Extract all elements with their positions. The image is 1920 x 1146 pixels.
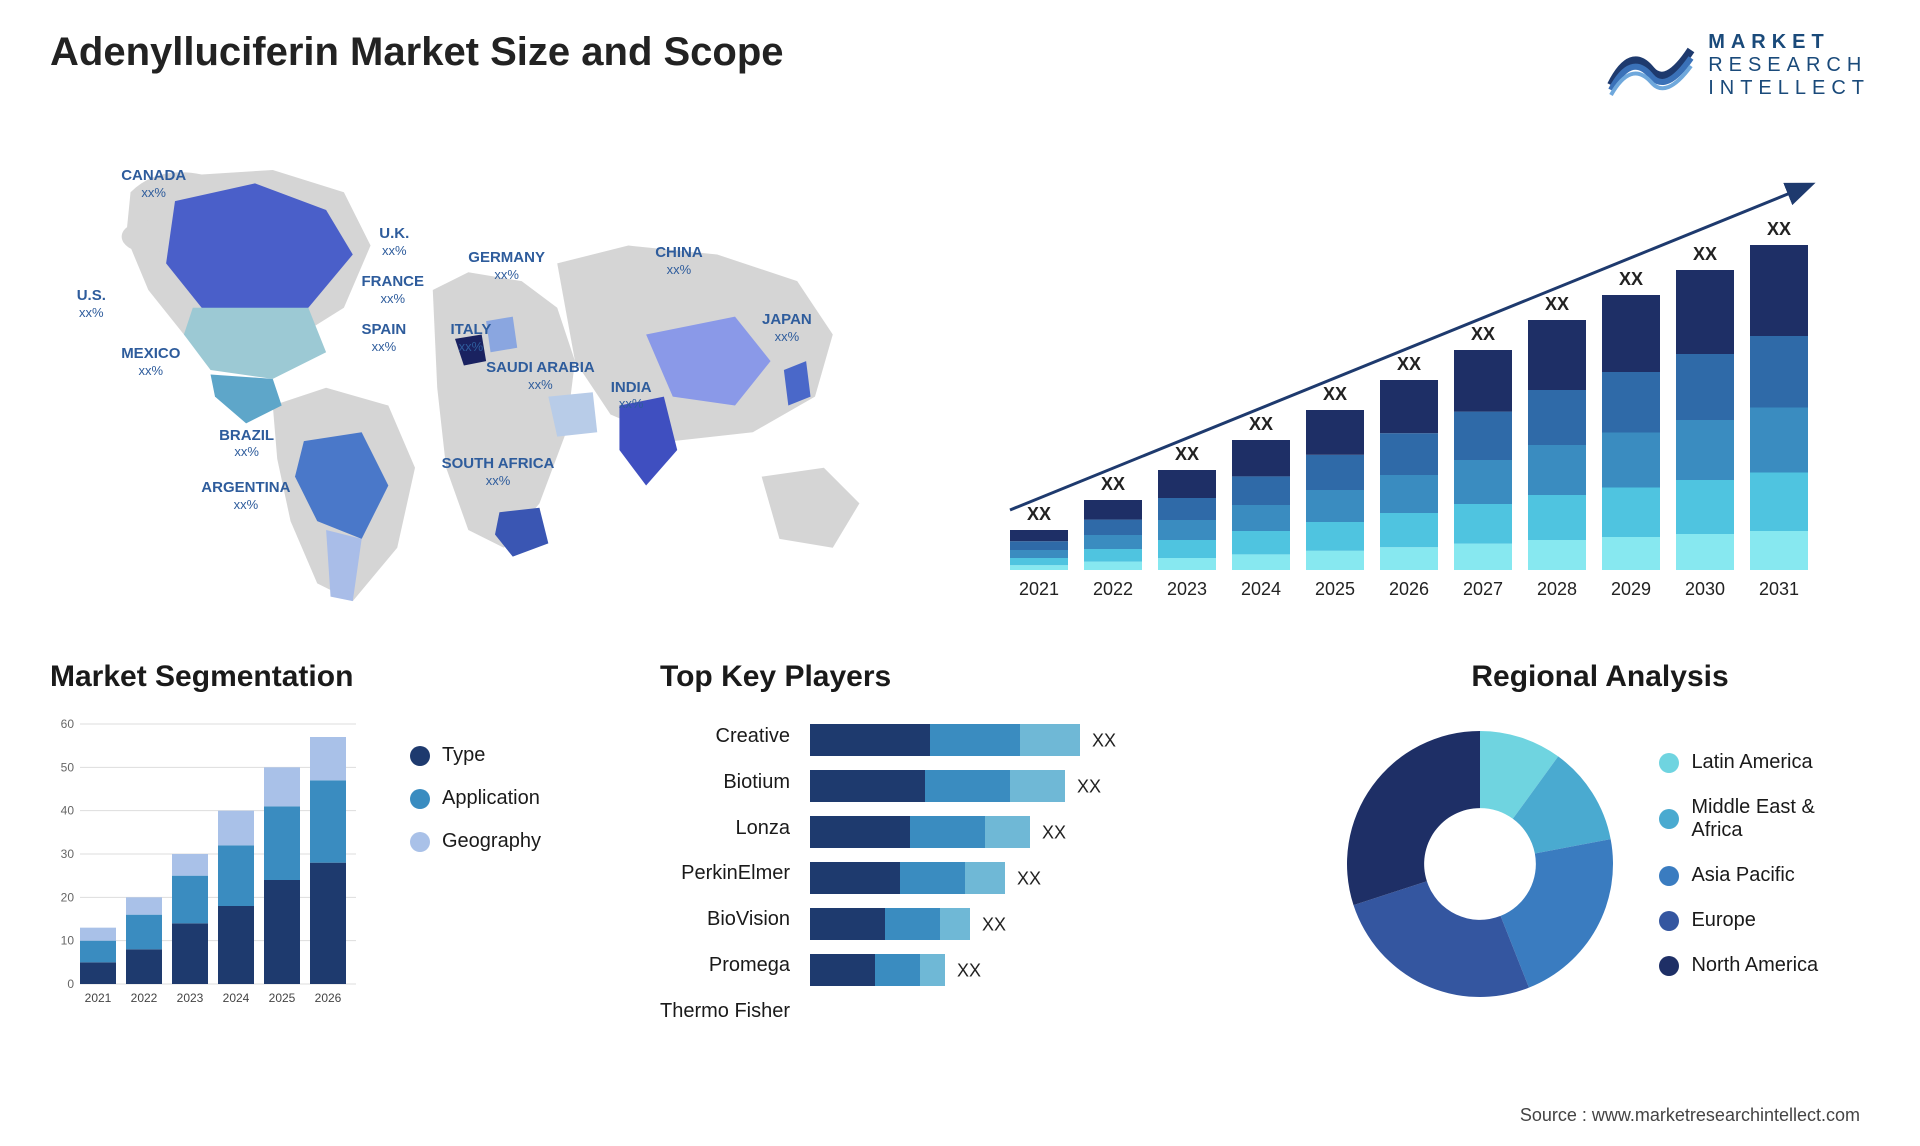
- svg-text:30: 30: [61, 847, 75, 861]
- segmentation-title: Market Segmentation: [50, 660, 610, 694]
- svg-text:XX: XX: [1042, 822, 1066, 842]
- svg-text:2026: 2026: [315, 991, 342, 1005]
- map-label-china: CHINAxx%: [655, 245, 703, 278]
- regional-panel: Regional Analysis Latin America Middle Ea…: [1330, 660, 1870, 1034]
- logo-icon: [1606, 30, 1696, 100]
- main-bar-chart: XX 2021 XX 2022 XX 2023 XX 2024 XX 2025 XX 2026 XX 20…: [980, 130, 1870, 610]
- reg-legend-asia-pacific: Asia Pacific: [1659, 864, 1870, 887]
- svg-text:2025: 2025: [269, 991, 296, 1005]
- svg-text:XX: XX: [1101, 474, 1125, 494]
- player-promega: Promega: [660, 954, 790, 977]
- svg-text:XX: XX: [1693, 244, 1717, 264]
- page-title: Adenylluciferin Market Size and Scope: [50, 30, 784, 75]
- svg-text:2028: 2028: [1537, 579, 1577, 599]
- map-label-spain: SPAINxx%: [362, 322, 407, 355]
- seg-legend-type: Type: [410, 744, 541, 767]
- map-label-mexico: MEXICOxx%: [121, 346, 180, 379]
- svg-text:XX: XX: [1175, 444, 1199, 464]
- svg-text:2024: 2024: [1241, 579, 1281, 599]
- player-perkinelmer: PerkinElmer: [660, 862, 790, 885]
- seg-legend-application: Application: [410, 787, 541, 810]
- svg-text:2026: 2026: [1389, 579, 1429, 599]
- svg-text:XX: XX: [1397, 354, 1421, 374]
- map-label-india: INDIAxx%: [611, 380, 652, 413]
- segmentation-legend: Type Application Geography: [410, 744, 541, 1014]
- svg-text:XX: XX: [982, 914, 1006, 934]
- svg-text:2031: 2031: [1759, 579, 1799, 599]
- players-chart: XX XX XX XX XX XX: [810, 714, 1230, 1034]
- svg-text:2022: 2022: [131, 991, 158, 1005]
- svg-text:2021: 2021: [1019, 579, 1059, 599]
- svg-text:XX: XX: [1092, 730, 1116, 750]
- player-biovision: BioVision: [660, 908, 790, 931]
- svg-text:XX: XX: [957, 960, 981, 980]
- svg-text:2022: 2022: [1093, 579, 1133, 599]
- svg-text:20: 20: [61, 890, 75, 904]
- reg-legend-latin-america: Latin America: [1659, 751, 1870, 774]
- players-names: Creative Biotium Lonza PerkinElmer BioVision…: [660, 714, 790, 1034]
- svg-text:2021: 2021: [85, 991, 112, 1005]
- seg-legend-geography: Geography: [410, 830, 541, 853]
- svg-text:2023: 2023: [1167, 579, 1207, 599]
- player-thermo-fisher: Thermo Fisher: [660, 1000, 790, 1023]
- regional-title: Regional Analysis: [1330, 660, 1870, 694]
- map-label-italy: ITALYxx%: [451, 322, 492, 355]
- svg-text:2025: 2025: [1315, 579, 1355, 599]
- map-label-saudi-arabia: SAUDI ARABIAxx%: [486, 360, 595, 393]
- svg-text:XX: XX: [1767, 219, 1791, 239]
- svg-text:XX: XX: [1619, 269, 1643, 289]
- svg-text:XX: XX: [1027, 504, 1051, 524]
- world-map: CANADAxx% U.S.xx% MEXICOxx% BRAZILxx% ARGENT…: [50, 130, 940, 610]
- svg-text:2029: 2029: [1611, 579, 1651, 599]
- map-label-france: FRANCExx%: [362, 274, 425, 307]
- reg-legend-middle-east-africa: Middle East & Africa: [1659, 796, 1870, 842]
- segmentation-chart: 0 10 20 30 40 50 60 2021 2022 2023 2024 2025 2026: [50, 714, 380, 1014]
- svg-text:XX: XX: [1017, 868, 1041, 888]
- svg-text:40: 40: [61, 804, 75, 818]
- logo: MARKET RESEARCH INTELLECT: [1606, 30, 1870, 100]
- map-label-japan: JAPANxx%: [762, 312, 812, 345]
- map-label-south-africa: SOUTH AFRICAxx%: [442, 456, 555, 489]
- regional-donut: [1330, 714, 1629, 1014]
- svg-text:50: 50: [61, 760, 75, 774]
- map-label-u.k.: U.K.xx%: [379, 226, 409, 259]
- map-label-canada: CANADAxx%: [121, 168, 186, 201]
- map-label-germany: GERMANYxx%: [468, 250, 545, 283]
- svg-text:XX: XX: [1545, 294, 1569, 314]
- svg-text:0: 0: [67, 977, 74, 991]
- map-label-argentina: ARGENTINAxx%: [201, 480, 290, 513]
- reg-legend-north-america: North America: [1659, 954, 1870, 977]
- logo-line1: MARKET: [1708, 31, 1870, 54]
- svg-text:60: 60: [61, 717, 75, 731]
- svg-text:XX: XX: [1077, 776, 1101, 796]
- map-label-brazil: BRAZILxx%: [219, 428, 274, 461]
- logo-line2: RESEARCH: [1708, 54, 1870, 77]
- regional-legend: Latin America Middle East & Africa Asia Pa…: [1659, 751, 1870, 977]
- segmentation-panel: Market Segmentation 0 10 20 30 40 50 60 2021 202…: [50, 660, 610, 1034]
- player-biotium: Biotium: [660, 771, 790, 794]
- map-label-u.s.: U.S.xx%: [77, 288, 106, 321]
- player-lonza: Lonza: [660, 817, 790, 840]
- players-panel: Top Key Players Creative Biotium Lonza Perk…: [660, 660, 1280, 1034]
- source-text: Source : www.marketresearchintellect.com: [1520, 1105, 1860, 1126]
- reg-legend-europe: Europe: [1659, 909, 1870, 932]
- player-creative: Creative: [660, 725, 790, 748]
- svg-text:2027: 2027: [1463, 579, 1503, 599]
- svg-text:10: 10: [61, 934, 75, 948]
- svg-text:2024: 2024: [223, 991, 250, 1005]
- svg-text:XX: XX: [1471, 324, 1495, 344]
- players-title: Top Key Players: [660, 660, 1280, 694]
- svg-text:XX: XX: [1323, 384, 1347, 404]
- svg-text:2030: 2030: [1685, 579, 1725, 599]
- svg-text:2023: 2023: [177, 991, 204, 1005]
- svg-text:XX: XX: [1249, 414, 1273, 434]
- logo-line3: INTELLECT: [1708, 77, 1870, 100]
